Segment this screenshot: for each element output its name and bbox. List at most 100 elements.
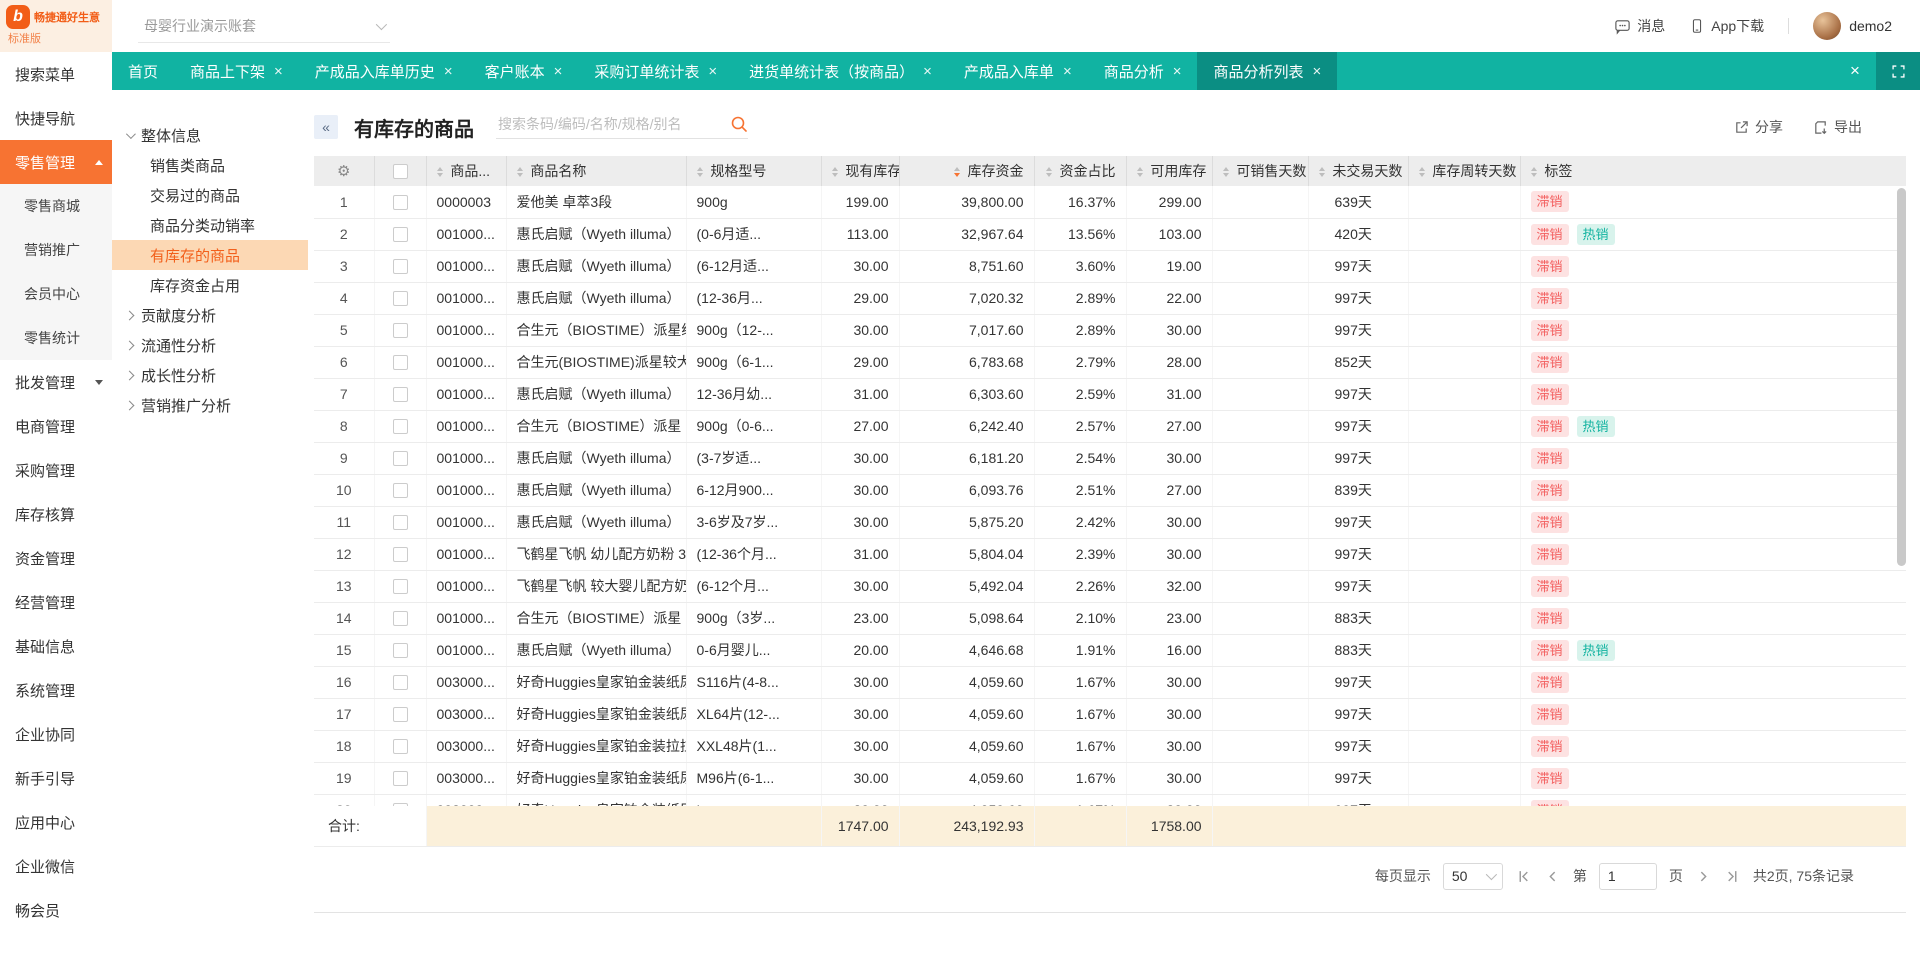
sidebar-item[interactable]: 会员中心: [0, 272, 112, 316]
tab[interactable]: 商品分析 ×: [1088, 52, 1198, 90]
sort-icon[interactable]: [953, 167, 960, 177]
search-icon[interactable]: [730, 115, 748, 133]
table-row[interactable]: 18 003000... 好奇Huggies皇家铂金装拉拉裤 XXL48片(1.…: [314, 730, 1906, 763]
sort-icon[interactable]: [1530, 167, 1537, 177]
table-row[interactable]: 10 001000... 惠氏启赋（Wyeth illuma） 6-12月900…: [314, 474, 1906, 507]
row-checkbox[interactable]: [392, 451, 408, 467]
table-row[interactable]: 3 001000... 惠氏启赋（Wyeth illuma） (6-12月适..…: [314, 250, 1906, 283]
table-row[interactable]: 15 001000... 惠氏启赋（Wyeth illuma） 0-6月婴儿..…: [314, 634, 1906, 667]
tab-close-icon[interactable]: ×: [1312, 62, 1322, 80]
sidebar-item[interactable]: 零售统计: [0, 316, 112, 360]
table-row[interactable]: 7 001000... 惠氏启赋（Wyeth illuma） 12-36月幼..…: [314, 378, 1906, 411]
account-dropdown[interactable]: 母婴行业演示账套: [138, 10, 390, 43]
row-checkbox[interactable]: [392, 483, 408, 499]
sidebar-item[interactable]: 营销推广: [0, 228, 112, 272]
export-button[interactable]: 导出: [1813, 117, 1862, 137]
row-checkbox[interactable]: [392, 419, 408, 435]
row-checkbox[interactable]: [392, 675, 408, 691]
tab-close-icon[interactable]: ×: [708, 62, 718, 80]
sort-icon[interactable]: [696, 167, 703, 177]
tree-item[interactable]: 销售类商品: [112, 150, 308, 180]
row-checkbox[interactable]: [392, 547, 408, 563]
tab[interactable]: 商品上下架 ×: [174, 52, 299, 90]
search-input[interactable]: [496, 115, 730, 133]
sidebar-item[interactable]: 基础信息: [0, 624, 112, 668]
share-button[interactable]: 分享: [1734, 117, 1783, 137]
row-checkbox[interactable]: [392, 707, 408, 723]
table-row[interactable]: 16 003000... 好奇Huggies皇家铂金装纸尿裤 S116片(4-8…: [314, 666, 1906, 699]
sidebar-item[interactable]: 库存核算: [0, 492, 112, 536]
row-checkbox[interactable]: [392, 387, 408, 403]
page-number-input[interactable]: [1598, 862, 1657, 890]
column-header[interactable]: 库存资金: [899, 156, 1035, 186]
sort-icon[interactable]: [1222, 167, 1229, 177]
tab[interactable]: 产成品入库单历史 ×: [299, 52, 469, 90]
sidebar-item[interactable]: 资金管理: [0, 536, 112, 580]
fullscreen-icon[interactable]: [1876, 52, 1920, 90]
sort-icon[interactable]: [436, 167, 443, 177]
tab-close-icon[interactable]: ×: [1172, 62, 1182, 80]
column-header[interactable]: 可销售天数: [1212, 156, 1309, 186]
scrollbar-thumb[interactable]: [1897, 188, 1906, 566]
table-row[interactable]: 19 003000... 好奇Huggies皇家铂金装纸尿裤 M96片(6-1.…: [314, 762, 1906, 795]
close-tab-icon[interactable]: ×: [1850, 61, 1860, 80]
sidebar-item[interactable]: 电商管理: [0, 404, 112, 448]
sort-icon[interactable]: [831, 167, 838, 177]
column-header[interactable]: 规格型号: [686, 156, 822, 186]
app-logo[interactable]: b 畅捷通好生意 标准版: [0, 0, 112, 52]
tab[interactable]: 首页: [112, 52, 174, 90]
sidebar-item[interactable]: 畅会员: [0, 888, 112, 932]
row-checkbox[interactable]: [392, 611, 408, 627]
table-row[interactable]: 1 0000003 爱他美 卓萃3段 900g 199.00 39,800.00…: [314, 186, 1906, 219]
tab[interactable]: 产成品入库单 ×: [948, 52, 1088, 90]
row-checkbox[interactable]: [392, 771, 408, 787]
select-all-checkbox[interactable]: [392, 164, 408, 180]
tab-close-icon[interactable]: ×: [923, 62, 932, 80]
table-row[interactable]: 17 003000... 好奇Huggies皇家铂金装纸尿裤 XL64片(12-…: [314, 698, 1906, 731]
table-row[interactable]: 4 001000... 惠氏启赋（Wyeth illuma） (12-36月..…: [314, 282, 1906, 315]
last-page-button[interactable]: [1724, 870, 1741, 883]
tree-item[interactable]: 营销推广分析: [112, 390, 308, 420]
sidebar-item[interactable]: 企业协同: [0, 712, 112, 756]
first-page-button[interactable]: [1515, 870, 1532, 883]
collapse-tree-button[interactable]: «: [314, 115, 338, 139]
column-header[interactable]: 商品名称: [506, 156, 687, 186]
sidebar-item[interactable]: 批发管理: [0, 360, 112, 404]
sort-icon[interactable]: [516, 167, 523, 177]
row-checkbox[interactable]: [392, 291, 408, 307]
tab[interactable]: 采购订单统计表 ×: [578, 52, 733, 90]
table-row[interactable]: 2 001000... 惠氏启赋（Wyeth illuma） (0-6月适...…: [314, 218, 1906, 251]
row-checkbox[interactable]: [392, 227, 408, 243]
prev-page-button[interactable]: [1544, 870, 1561, 883]
table-row[interactable]: 20 003000... 好奇Huggies皇家铂金装纸尿裤 L... 30.0…: [314, 794, 1906, 806]
table-row[interactable]: 11 001000... 惠氏启赋（Wyeth illuma） 3-6岁及7岁.…: [314, 506, 1906, 539]
table-row[interactable]: 9 001000... 惠氏启赋（Wyeth illuma） (3-7岁适...…: [314, 442, 1906, 475]
tree-item[interactable]: 商品分类动销率: [112, 210, 308, 240]
table-row[interactable]: 5 001000... 合生元（BIOSTIME）派星级 900g（12-...…: [314, 314, 1906, 347]
column-header[interactable]: 现有库存: [821, 156, 900, 186]
tree-item[interactable]: 成长性分析: [112, 360, 308, 390]
sidebar-item[interactable]: 搜索菜单: [0, 52, 112, 96]
tab-close-icon[interactable]: ×: [1062, 62, 1072, 80]
row-checkbox[interactable]: [392, 579, 408, 595]
tree-item[interactable]: 整体信息: [112, 120, 308, 150]
sidebar-item[interactable]: 快捷导航: [0, 96, 112, 140]
column-header[interactable]: 可用库存: [1126, 156, 1213, 186]
sidebar-item[interactable]: 新手引导: [0, 756, 112, 800]
sort-icon[interactable]: [1045, 167, 1052, 177]
sidebar-item[interactable]: 经营管理: [0, 580, 112, 624]
user-menu[interactable]: demo2: [1813, 12, 1892, 40]
row-checkbox[interactable]: [392, 515, 408, 531]
tab[interactable]: 商品分析列表 ×: [1197, 52, 1338, 90]
tree-item[interactable]: 有库存的商品: [112, 240, 308, 270]
column-header[interactable]: 商品...: [426, 156, 507, 186]
app-download-button[interactable]: App下载: [1689, 16, 1764, 36]
tree-item[interactable]: 流通性分析: [112, 330, 308, 360]
row-checkbox[interactable]: [392, 323, 408, 339]
sidebar-item[interactable]: 采购管理: [0, 448, 112, 492]
column-header[interactable]: 未交易天数: [1308, 156, 1409, 186]
row-checkbox[interactable]: [392, 259, 408, 275]
sidebar-item[interactable]: 零售商城: [0, 184, 112, 228]
table-row[interactable]: 12 001000... 飞鹤星飞帆 幼儿配方奶粉 3 (12-36个月... …: [314, 538, 1906, 571]
sidebar-item[interactable]: 系统管理: [0, 668, 112, 712]
